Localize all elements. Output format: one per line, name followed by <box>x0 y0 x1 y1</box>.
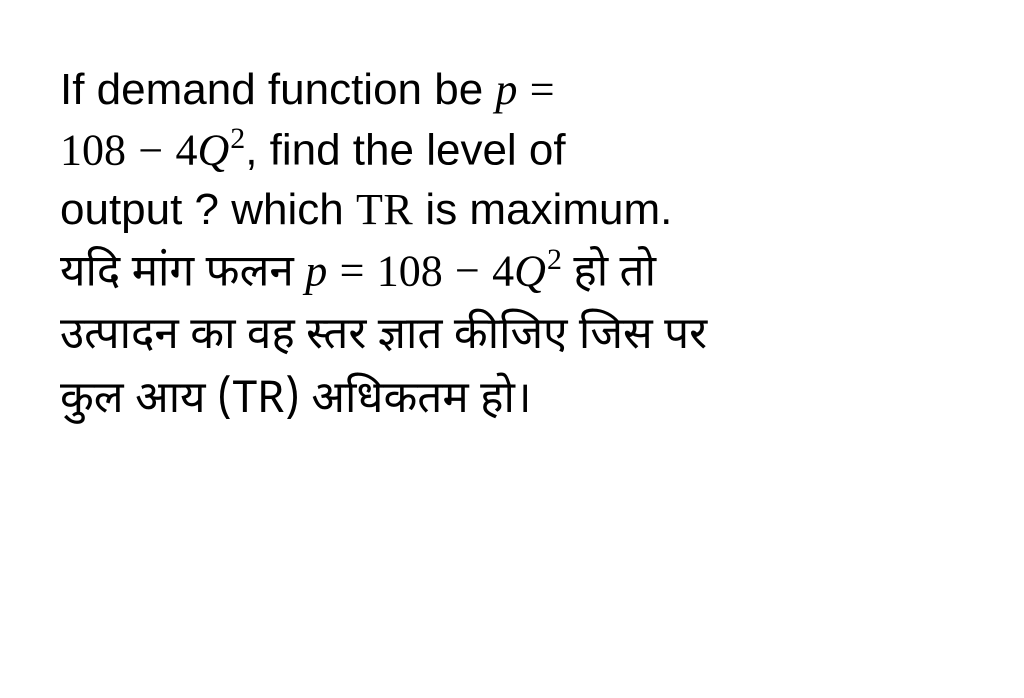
math-sq-2: 2 <box>547 243 562 276</box>
math-4: 4 <box>175 126 197 175</box>
line-6: कुल आय (TR) अधिकतम हो। <box>60 368 964 431</box>
text-en-3a: output ? which <box>60 185 356 234</box>
line-5: उत्पादन का वह स्तर ज्ञात कीजिए जिस पर <box>60 304 964 367</box>
text-hi-1b: हो तो <box>562 246 656 303</box>
math-p-2: p <box>305 246 327 295</box>
line-3: output ? which TR is maximum. <box>60 180 964 239</box>
math-108-2: 108 <box>377 246 443 295</box>
math-Q-2: Q <box>514 246 546 295</box>
text-hi-2: उत्पादन का वह स्तर ज्ञात कीजिए जिस पर <box>60 309 707 366</box>
text-en-2: , find the level of <box>245 126 565 175</box>
line-2: 108−4Q2, find the level of <box>60 119 964 180</box>
question-block: If demand function be p= 108−4Q2, find t… <box>0 0 1024 698</box>
math-4-2: 4 <box>492 246 514 295</box>
math-TR: TR <box>356 185 413 234</box>
text-en-1: If demand function be <box>60 65 495 114</box>
line-1: If demand function be p= <box>60 60 964 119</box>
math-minus: − <box>126 126 175 175</box>
math-sq: 2 <box>230 122 245 155</box>
line-4: यदि मांग फलन p=108−4Q2 हो तो <box>60 240 964 305</box>
math-eq: = <box>517 65 566 114</box>
text-hi-1a: यदि मांग फलन <box>60 246 305 303</box>
math-Q: Q <box>197 126 229 175</box>
math-108: 108 <box>60 126 126 175</box>
text-en-3b: is maximum. <box>413 185 672 234</box>
math-p: p <box>495 65 517 114</box>
math-eq-2: = <box>327 246 376 295</box>
math-minus-2: − <box>443 246 492 295</box>
text-hi-3: कुल आय (TR) अधिकतम हो। <box>60 373 532 430</box>
